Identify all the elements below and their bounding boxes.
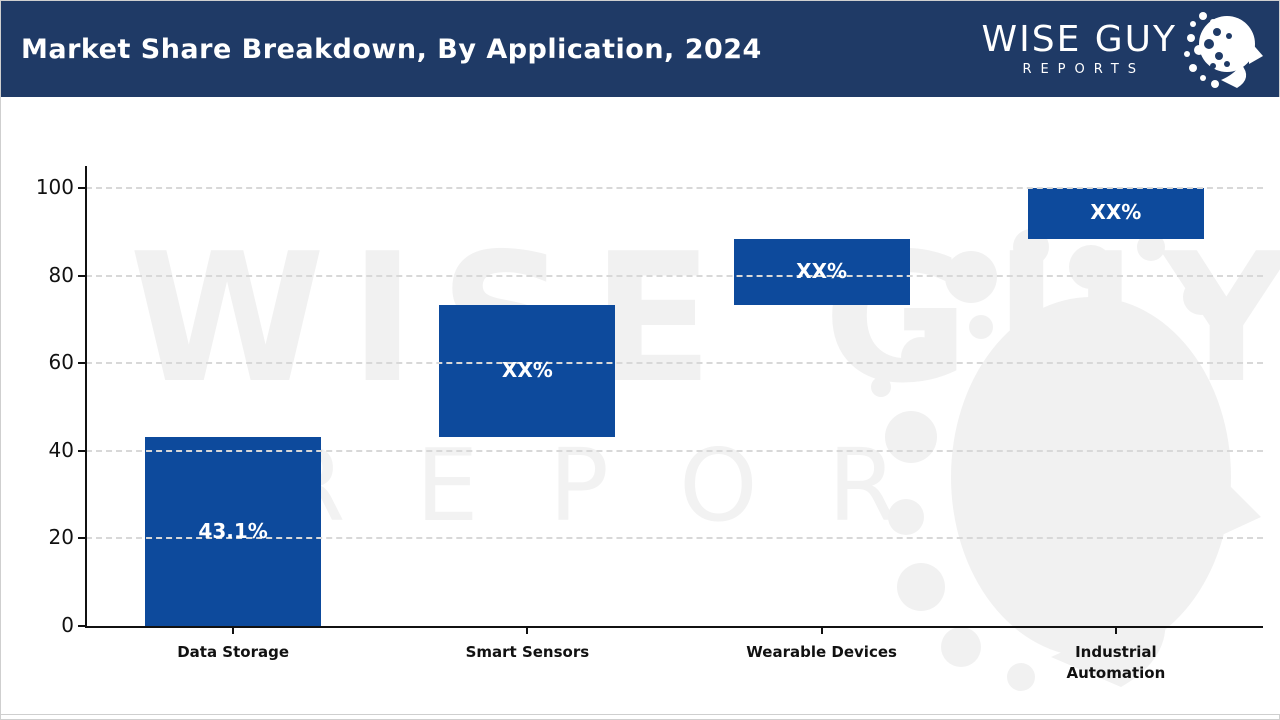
logo-wordmark: WISE GUY xyxy=(981,19,1177,60)
y-tick-mark xyxy=(78,449,86,452)
grid-line xyxy=(86,274,1263,277)
grid-line xyxy=(86,537,1263,540)
bar-segment xyxy=(1027,187,1204,239)
y-axis-line xyxy=(85,166,87,628)
logo-subtitle: REPORTS xyxy=(1022,62,1146,77)
x-axis-line xyxy=(85,626,1263,628)
bar-value-label: XX% xyxy=(501,358,553,383)
watermark-face-icon xyxy=(871,229,1261,691)
x-tick-mark xyxy=(820,626,823,634)
x-tick-mark xyxy=(526,626,529,634)
bar-value-label: 43.1% xyxy=(198,518,268,543)
footer-divider xyxy=(1,714,1279,715)
y-tick-mark xyxy=(78,186,86,189)
bar-value-label: XX% xyxy=(1090,200,1142,225)
x-category-label: Data Storage xyxy=(177,643,290,661)
bar-segment xyxy=(439,305,616,438)
x-tick-mark xyxy=(1114,626,1117,634)
y-tick-label: 20 xyxy=(48,525,74,550)
y-tick-mark xyxy=(78,537,86,540)
y-tick-label: 100 xyxy=(35,174,74,199)
x-category-label: Industrial Automation xyxy=(1066,643,1166,682)
y-tick-label: 60 xyxy=(48,350,74,375)
y-tick-label: 0 xyxy=(61,613,74,637)
header-bar: Market Share Breakdown, By Application, … xyxy=(1,1,1279,97)
wise-guy-logo: WISE GUY REPORTS xyxy=(982,6,1266,92)
bar-value-label: XX% xyxy=(796,259,848,284)
logo-face-icon xyxy=(1184,12,1263,88)
x-tick-mark xyxy=(232,626,235,634)
grid-line xyxy=(86,186,1263,189)
y-tick-mark xyxy=(78,362,86,365)
grid-line xyxy=(86,449,1263,452)
page-title: Market Share Breakdown, By Application, … xyxy=(21,33,762,65)
chart-area: WISE GUY REPORTS 0 20 40 60 80 100 43.1% Data S… xyxy=(1,97,1280,714)
x-category-label: Smart Sensors xyxy=(465,643,590,661)
logo-text: WISE GUY REPORTS xyxy=(981,19,1178,77)
grid-line xyxy=(86,362,1263,365)
y-tick-label: 40 xyxy=(48,437,74,462)
y-tick-label: 80 xyxy=(48,262,74,287)
y-tick-mark xyxy=(78,274,86,277)
y-tick-mark xyxy=(78,625,86,627)
x-category-label: Wearable Devices xyxy=(746,643,897,661)
bar-segment xyxy=(145,437,322,626)
bar-segment xyxy=(733,238,910,306)
